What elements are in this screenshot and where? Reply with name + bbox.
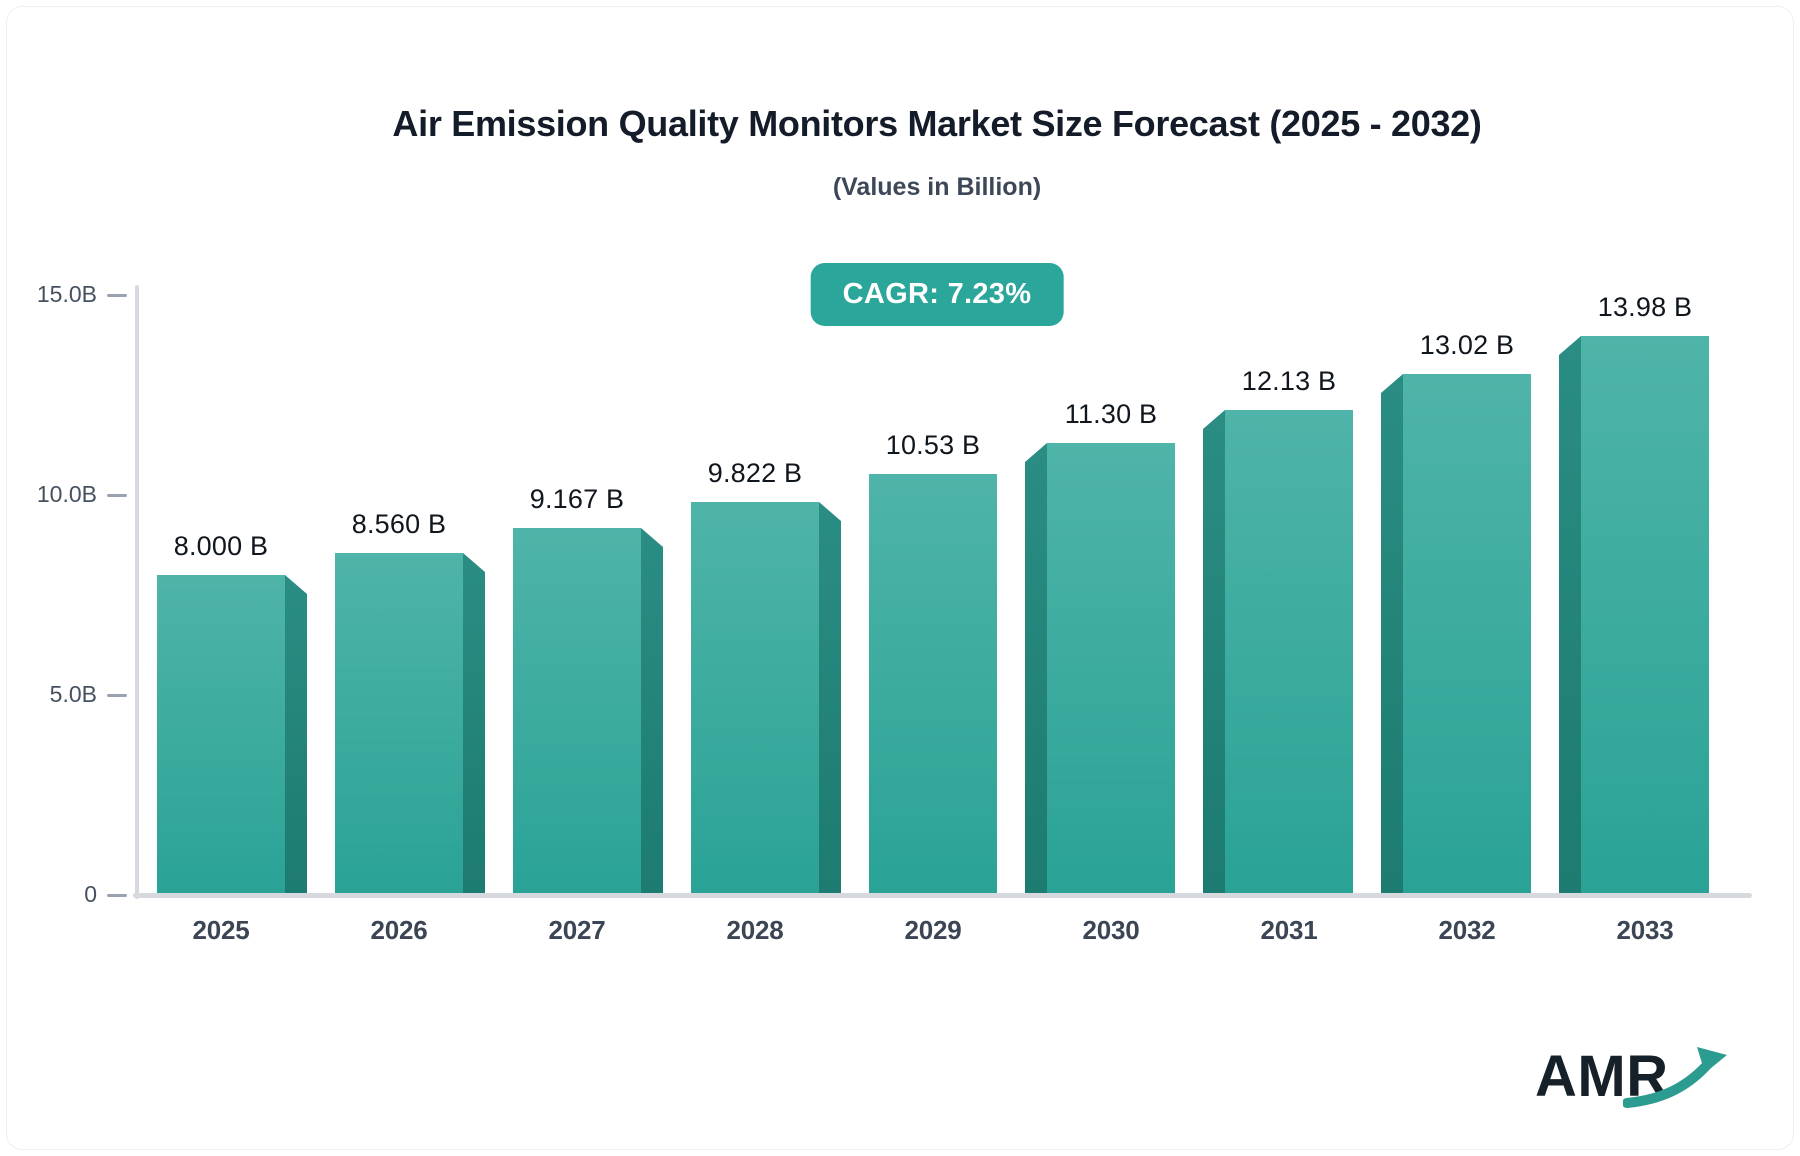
x-axis-line: [133, 893, 1752, 898]
x-tick-label-2025: 2025: [192, 915, 250, 945]
bar-value-2027: 9.167 B: [529, 484, 625, 514]
x-tick-label-2030: 2030: [1082, 915, 1140, 945]
bar-side-2026: [463, 553, 485, 895]
y-tick-dash: [107, 294, 127, 297]
y-tick-label: 5.0B: [49, 681, 97, 707]
y-tick-label: 0: [84, 881, 97, 907]
x-tick-label-2031: 2031: [1260, 915, 1318, 945]
bar-side-2031: [1203, 410, 1225, 895]
cagr-badge: CAGR: 7.23%: [810, 263, 1064, 326]
bar-side-2032: [1381, 374, 1403, 895]
bar-front-2028: [691, 502, 819, 895]
x-tick-label-2028: 2028: [726, 915, 784, 945]
bar-front-2027: [513, 528, 641, 895]
bar-front-2025: [157, 575, 285, 895]
bar-value-2031: 12.13 B: [1241, 366, 1337, 396]
bar-value-2032: 13.02 B: [1419, 330, 1515, 360]
y-axis-line: [135, 285, 139, 899]
bar-value-2028: 9.822 B: [707, 458, 803, 488]
x-tick-label-2033: 2033: [1616, 915, 1674, 945]
bar-value-2026: 8.560 B: [351, 509, 447, 539]
x-tick-label-2032: 2032: [1438, 915, 1496, 945]
bar-value-2025: 8.000 B: [173, 531, 269, 561]
bar-side-2027: [641, 528, 663, 895]
bar-side-2033: [1559, 336, 1581, 895]
chart-card: Air Emission Quality Monitors Market Siz…: [6, 6, 1794, 1150]
amr-logo: AMR: [1535, 1043, 1727, 1123]
bar-front-2032: [1403, 374, 1531, 895]
bar-value-2029: 10.53 B: [885, 430, 981, 460]
y-tick-dash: [107, 894, 127, 897]
y-tick-dash: [107, 694, 127, 697]
y-tick-dash: [107, 494, 127, 497]
x-tick-label-2027: 2027: [548, 915, 606, 945]
bar-side-2030: [1025, 443, 1047, 895]
bar-front-2026: [335, 553, 463, 895]
x-tick-label-2029: 2029: [904, 915, 962, 945]
trend-up-arrow-icon: [1623, 1047, 1727, 1108]
bar-value-2030: 11.30 B: [1064, 399, 1158, 429]
y-tick-label: 10.0B: [36, 481, 97, 507]
bar-side-2025: [285, 575, 307, 895]
bar-front-2030: [1047, 443, 1175, 895]
bar-front-2033: [1581, 336, 1709, 895]
bar-side-2028: [819, 502, 841, 895]
bar-front-2031: [1225, 410, 1353, 895]
chart-subtitle: (Values in Billion): [832, 173, 1042, 201]
bar-front-2029: [869, 474, 997, 895]
chart-title: Air Emission Quality Monitors Market Siz…: [392, 103, 1482, 144]
bar-value-2033: 13.98 B: [1597, 292, 1693, 322]
x-tick-label-2026: 2026: [370, 915, 428, 945]
y-tick-label: 15.0B: [36, 281, 97, 307]
